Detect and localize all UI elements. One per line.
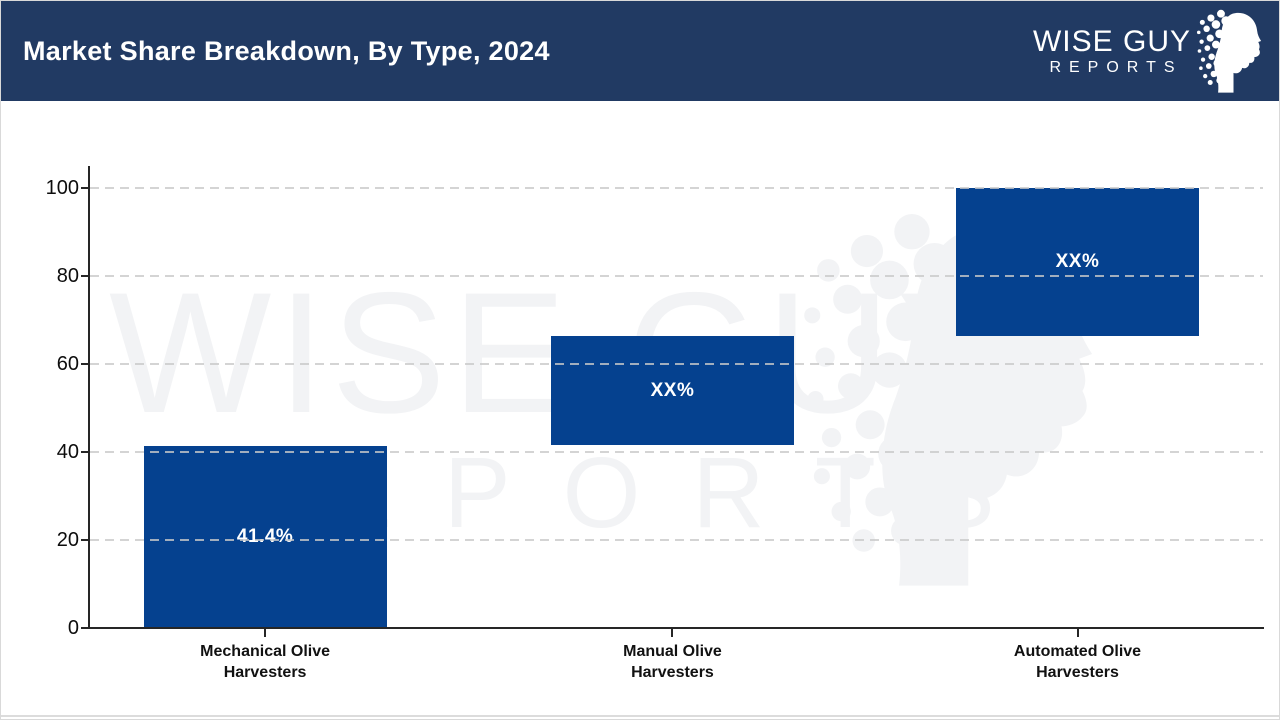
logo-subtext: REPORTS bbox=[1049, 59, 1183, 76]
gridline bbox=[90, 187, 1263, 189]
x-tick-mark bbox=[671, 629, 674, 637]
bar-value-label: XX% bbox=[1055, 250, 1100, 272]
bottom-divider bbox=[1, 715, 1279, 717]
gridline bbox=[90, 363, 1263, 365]
bar-segment: XX% bbox=[550, 336, 794, 446]
x-category-label-line: Mechanical Olive bbox=[200, 643, 331, 660]
y-tick-label: 100 bbox=[45, 177, 79, 199]
x-axis-line bbox=[88, 627, 1264, 629]
gridline bbox=[90, 539, 1263, 541]
logo-dotted-face-icon bbox=[1196, 9, 1262, 93]
y-tick-label: 20 bbox=[56, 529, 79, 551]
logo-wordmark: WISE GUY bbox=[1032, 25, 1191, 58]
y-tick-mark bbox=[81, 275, 88, 277]
x-category-label: Mechanical Olive Harvesters bbox=[105, 641, 425, 683]
x-tick-mark bbox=[1076, 629, 1079, 637]
x-category-label-line: Harvesters bbox=[631, 664, 714, 681]
gridline bbox=[90, 275, 1263, 277]
x-category-label-line: Automated Olive bbox=[1013, 643, 1142, 660]
logo-text: WISE GUY REPORTS bbox=[1033, 25, 1191, 77]
x-category-label: Automated Olive Harvesters bbox=[918, 641, 1238, 683]
x-category-label-line: Harvesters bbox=[223, 664, 307, 681]
y-tick-mark bbox=[81, 627, 88, 629]
bar-value-label: XX% bbox=[650, 379, 695, 401]
x-category-label-line: Manual Olive bbox=[623, 643, 722, 660]
chart-title: Market Share Breakdown, By Type, 2024 bbox=[23, 35, 550, 66]
x-category-label-line: Harvesters bbox=[1036, 664, 1119, 681]
y-tick-mark bbox=[81, 539, 88, 541]
wiseguy-logo: WISE GUY REPORTS bbox=[1033, 8, 1267, 94]
x-category-label: Manual Olive Harvesters bbox=[512, 641, 832, 683]
y-axis-line bbox=[88, 166, 90, 629]
bar-segment: XX% bbox=[956, 188, 1199, 336]
x-tick-mark bbox=[264, 629, 267, 637]
header-bar: Market Share Breakdown, By Type, 2024 WI… bbox=[1, 1, 1279, 101]
y-tick-mark bbox=[81, 451, 88, 453]
y-tick-label: 0 bbox=[67, 617, 79, 639]
bar-value-label: 41.4% bbox=[236, 525, 294, 547]
y-tick-label: 40 bbox=[56, 441, 79, 463]
y-tick-mark bbox=[81, 187, 88, 189]
y-tick-mark bbox=[81, 363, 88, 365]
y-tick-label: 60 bbox=[56, 353, 79, 375]
gridline bbox=[90, 451, 1263, 453]
bar-segment: 41.4% bbox=[143, 445, 387, 628]
y-tick-label: 80 bbox=[56, 265, 79, 287]
